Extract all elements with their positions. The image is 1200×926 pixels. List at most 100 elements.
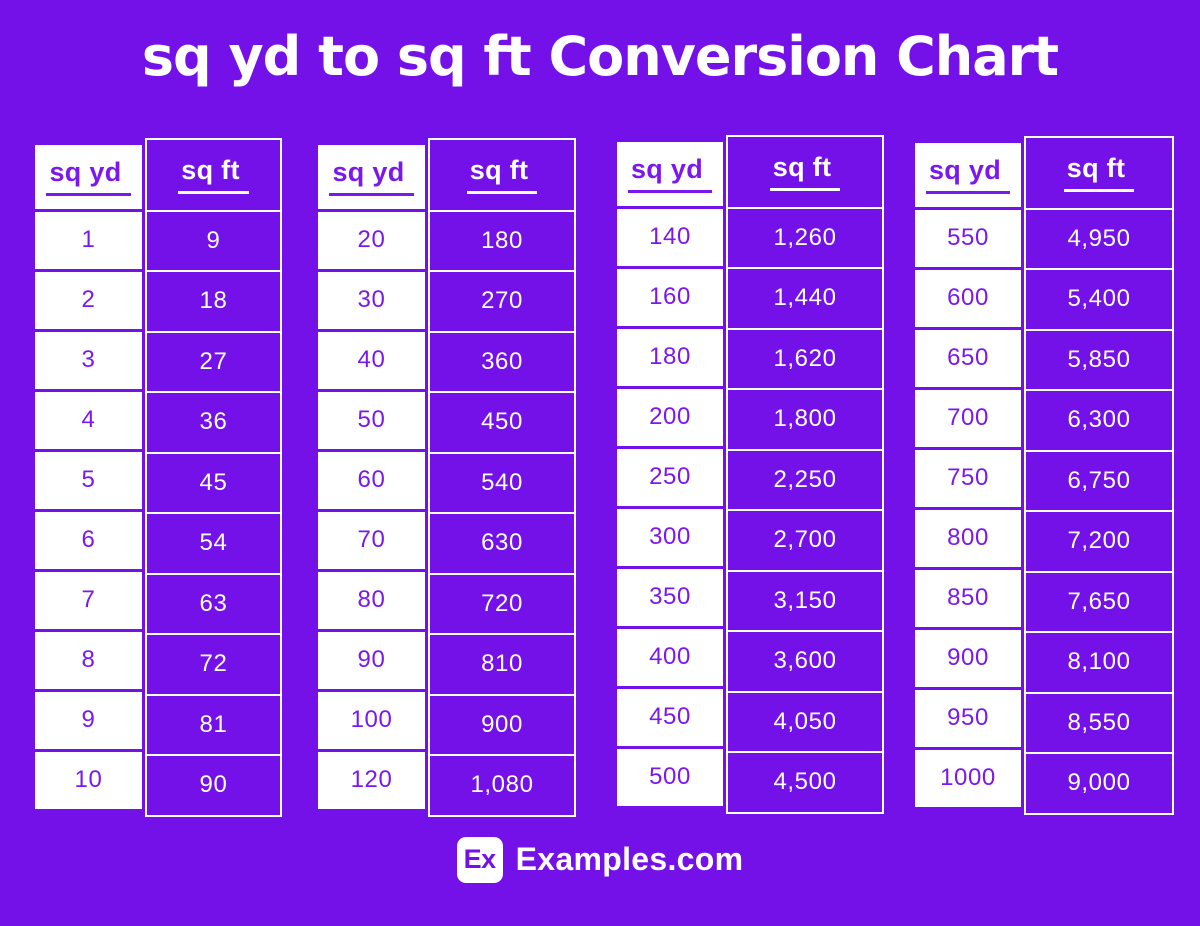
sq-yd-cell: 120 [315,748,428,812]
sq-ft-cell: 180 [428,209,576,273]
sq-ft-cell: 810 [428,633,576,696]
sq-ft-cell: 540 [428,451,576,515]
sq-yd-cell: 950 [912,686,1024,750]
sq-ft-cell: 8,550 [1024,691,1174,755]
sq-yd-header-label: sq yd [46,157,131,197]
sq-yd-cell: 1000 [912,746,1024,810]
sq-yd-cell: 800 [912,506,1024,570]
sq-ft-cell: 27 [145,330,282,394]
sq-yd-cell: 600 [912,266,1024,330]
sq-yd-cell: 140 [614,205,726,269]
sq-ft-column: sq ft 4,950 5,400 5,850 6,300 6,750 7,200 7,65… [1024,135,1174,815]
sq-yd-column: sq yd 1 2 3 4 5 6 7 8 9 10 [32,141,145,812]
sq-ft-cell: 7,200 [1024,510,1174,573]
sq-yd-cell: 10 [32,748,145,812]
sq-yd-cell: 40 [315,328,428,392]
sq-yd-cell: 2 [32,268,145,332]
sq-yd-cell: 180 [614,325,726,389]
sq-yd-cell: 650 [912,326,1024,390]
sq-yd-cell: 500 [614,745,726,809]
sq-yd-column: sq yd 140 160 180 200 250 300 350 400 450 500 [614,138,726,809]
sq-ft-header-label: sq ft [466,155,538,195]
sq-yd-cell: 160 [614,265,726,329]
sq-ft-cell: 450 [428,391,576,454]
sq-ft-column: sq ft 1,260 1,440 1,620 1,800 2,250 2,700 3,15… [726,134,884,814]
sq-yd-cell: 350 [614,565,726,629]
sq-yd-header-label: sq yd [925,155,1011,195]
sq-yd-cell: 700 [912,386,1024,450]
sq-yd-column: sq yd 550 600 650 700 750 800 850 900 950 1000 [912,139,1024,810]
sq-ft-cell: 900 [428,693,576,757]
sq-yd-cell: 4 [32,388,145,452]
sq-yd-cell: 7 [32,568,145,632]
sq-yd-cell: 6 [32,508,145,572]
sq-ft-cell: 1,800 [726,388,884,451]
conversion-table-1: sq yd 1 2 3 4 5 6 7 8 9 10 sq ft 9 18 27 36 45 54 63 72 8… [32,137,282,817]
sq-yd-cell: 550 [912,206,1024,270]
sq-ft-header-label: sq ft [178,155,249,195]
sq-ft-column: sq ft 180 270 360 450 540 630 720 810 900 1,080 [428,137,576,817]
sq-yd-cell: 70 [315,508,428,572]
sq-ft-cell: 4,050 [726,690,884,754]
sq-yd-header-label: sq yd [627,154,713,194]
sq-yd-cell: 50 [315,388,428,452]
sq-ft-cell: 270 [428,270,576,333]
sq-yd-column: sq yd 20 30 40 50 60 70 80 90 100 120 [315,141,428,812]
sq-ft-cell: 1,440 [726,267,884,330]
sq-yd-header: sq yd [912,139,1024,210]
sq-yd-cell: 200 [614,385,726,449]
sq-yd-cell: 5 [32,448,145,512]
sq-ft-cell: 1,260 [726,206,884,270]
conversion-table-2: sq yd 20 30 40 50 60 70 80 90 100 120 sq ft 180 27… [315,137,576,817]
sq-yd-cell: 8 [32,628,145,692]
sq-ft-cell: 1,080 [428,754,576,817]
sq-yd-cell: 100 [315,688,428,752]
sq-ft-cell: 8,100 [1024,631,1174,694]
sq-yd-cell: 60 [315,448,428,512]
sq-yd-cell: 90 [315,628,428,692]
sq-yd-cell: 450 [614,685,726,749]
sq-ft-cell: 72 [145,633,282,696]
sq-ft-cell: 9,000 [1024,752,1174,815]
sq-ft-cell: 7,650 [1024,570,1174,634]
conversion-table-3: sq yd 140 160 180 200 250 300 350 400 450 500 sq … [614,134,884,814]
sq-yd-cell: 750 [912,446,1024,510]
sq-ft-header: sq ft [1024,135,1174,210]
sq-ft-cell: 90 [145,754,282,817]
sq-yd-cell: 30 [315,268,428,332]
sq-ft-cell: 360 [428,330,576,394]
sq-ft-cell: 3,600 [726,630,884,693]
conversion-table-4: sq yd 550 600 650 700 750 800 850 900 950 1000 sq… [912,135,1174,815]
sq-ft-header-label: sq ft [1063,153,1135,193]
sq-ft-cell: 9 [145,209,282,273]
sq-yd-cell: 3 [32,328,145,392]
sq-ft-cell: 81 [145,693,282,757]
sq-ft-header: sq ft [145,137,282,212]
sq-ft-cell: 6,750 [1024,449,1174,513]
sq-yd-header: sq yd [614,138,726,209]
sq-ft-cell: 2,700 [726,509,884,572]
sq-yd-cell: 400 [614,625,726,689]
tables-row: sq yd 1 2 3 4 5 6 7 8 9 10 sq ft 9 18 27 36 45 54 63 72 8… [0,134,1200,817]
sq-yd-cell: 900 [912,626,1024,690]
footer: Ex Examples.com [0,836,1200,883]
sq-ft-cell: 54 [145,512,282,575]
sq-ft-cell: 1,620 [726,327,884,391]
sq-ft-cell: 630 [428,512,576,575]
sq-ft-header: sq ft [428,137,576,212]
sq-yd-cell: 9 [32,688,145,752]
sq-ft-cell: 3,150 [726,569,884,633]
site-name: Examples.com [515,841,744,878]
sq-yd-cell: 80 [315,568,428,632]
sq-ft-cell: 4,950 [1024,207,1174,271]
sq-ft-header-label: sq ft [769,152,841,192]
sq-yd-cell: 20 [315,208,428,272]
sq-ft-cell: 2,250 [726,448,884,512]
sq-ft-column: sq ft 9 18 27 36 45 54 63 72 81 90 [145,137,282,817]
sq-ft-cell: 63 [145,572,282,636]
sq-ft-cell: 45 [145,451,282,515]
page-title: sq yd to sq ft Conversion Chart [141,25,1059,88]
sq-yd-cell: 250 [614,445,726,509]
sq-yd-header: sq yd [32,141,145,212]
